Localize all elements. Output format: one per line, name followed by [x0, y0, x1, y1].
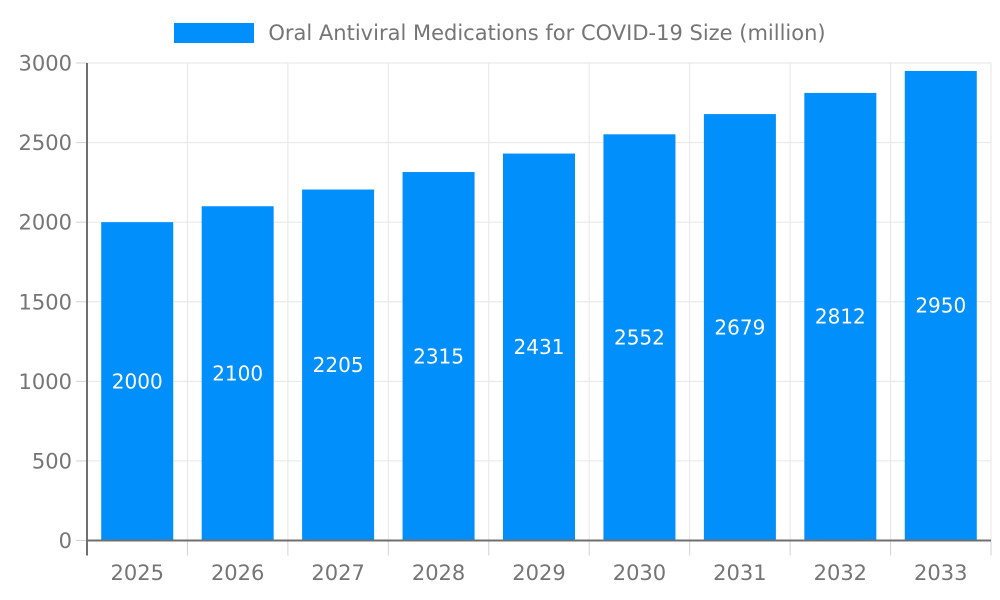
- y-tick-label: 1000: [19, 370, 72, 394]
- bar-value-label: 2812: [815, 305, 866, 329]
- bar[interactable]: [603, 134, 676, 541]
- bar[interactable]: [201, 206, 274, 541]
- bar-value-label: 2100: [212, 361, 263, 385]
- legend-marker[interactable]: [174, 23, 255, 43]
- bar[interactable]: [302, 189, 375, 541]
- y-tick-label: 500: [32, 449, 72, 473]
- legend[interactable]: Oral Antiviral Medications for COVID-19 …: [0, 22, 1000, 44]
- x-tick-label: 2028: [412, 561, 465, 585]
- x-tick-label: 2030: [613, 561, 666, 585]
- x-tick-label: 2031: [713, 561, 766, 585]
- bar-value-label: 2950: [915, 294, 966, 318]
- bar-value-label: 2000: [112, 369, 163, 393]
- x-tick-label: 2033: [914, 561, 967, 585]
- y-tick-label: 0: [59, 529, 72, 553]
- bar[interactable]: [703, 114, 776, 541]
- x-tick-label: 2027: [311, 561, 364, 585]
- bar-value-label: 2552: [614, 325, 665, 349]
- bar[interactable]: [101, 222, 174, 541]
- legend-label[interactable]: Oral Antiviral Medications for COVID-19 …: [268, 21, 826, 45]
- x-tick-label: 2026: [211, 561, 264, 585]
- bar-value-label: 2679: [714, 315, 765, 339]
- y-tick-label: 2500: [19, 131, 72, 155]
- bar-value-label: 2315: [413, 344, 464, 368]
- bar[interactable]: [804, 92, 877, 541]
- bar-value-label: 2205: [313, 353, 364, 377]
- x-tick-label: 2032: [814, 561, 867, 585]
- y-tick-label: 2000: [19, 211, 72, 235]
- bar[interactable]: [402, 172, 475, 541]
- bar[interactable]: [904, 70, 977, 541]
- bar-value-label: 2431: [514, 335, 565, 359]
- y-tick-label: 1500: [19, 290, 72, 314]
- bar[interactable]: [503, 153, 575, 541]
- x-tick-label: 2029: [512, 561, 565, 585]
- x-tick-label: 2025: [110, 561, 163, 585]
- y-tick-label: 3000: [19, 52, 72, 76]
